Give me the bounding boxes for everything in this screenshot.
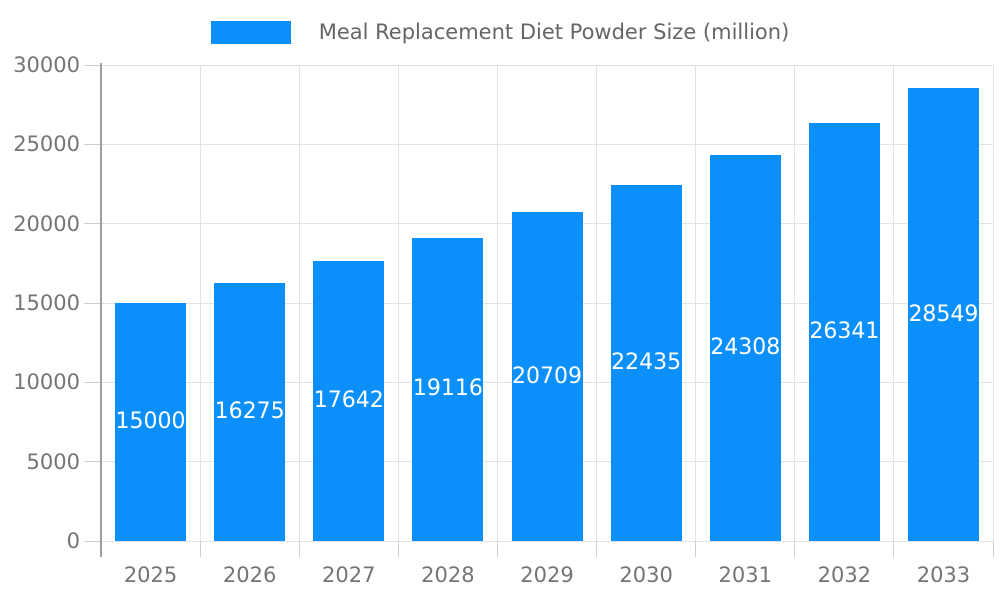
y-axis-tick-label: 30000 xyxy=(13,53,80,77)
x-axis-tick xyxy=(893,541,895,557)
x-axis-tick xyxy=(298,541,300,557)
y-axis-tick xyxy=(84,381,101,383)
bar-2031[interactable] xyxy=(709,155,781,541)
bar-value-label: 19116 xyxy=(412,376,483,402)
x-axis-tick xyxy=(397,541,399,557)
x-axis-tick-label: 2028 xyxy=(421,563,475,587)
x-axis-tick xyxy=(199,541,201,557)
legend-swatch xyxy=(210,20,291,44)
x-axis-tick xyxy=(596,541,598,557)
y-axis-tick-label: 15000 xyxy=(13,291,80,315)
bar-value-label: 22435 xyxy=(611,350,682,376)
gridline-horizontal xyxy=(101,64,993,66)
y-axis-tick-label: 25000 xyxy=(13,132,80,157)
y-axis-tick-label: 10000 xyxy=(13,370,80,395)
y-axis-tick xyxy=(84,302,101,304)
x-axis-tick xyxy=(992,541,994,557)
legend-label: Meal Replacement Diet Powder Size (milli… xyxy=(318,19,790,44)
y-axis-tick-label: 0 xyxy=(66,529,80,553)
gridline-vertical xyxy=(992,65,994,541)
y-axis-line xyxy=(100,63,102,557)
bar-value-label: 24308 xyxy=(710,335,781,361)
legend-item[interactable]: Meal Replacement Diet Powder Size (milli… xyxy=(0,17,1000,47)
bar-value-label: 26341 xyxy=(809,319,880,345)
bar-value-label: 16275 xyxy=(214,398,285,424)
x-axis-tick-label: 2025 xyxy=(123,563,178,587)
x-axis-tick-label: 2032 xyxy=(817,563,872,587)
gridline-vertical xyxy=(199,65,201,541)
bar-2030[interactable] xyxy=(610,185,682,541)
x-axis-tick-label: 2030 xyxy=(619,563,673,587)
gridline-vertical xyxy=(496,65,498,541)
bar-value-label: 17642 xyxy=(313,388,384,414)
bar-2025[interactable] xyxy=(115,303,187,541)
gridline-vertical xyxy=(596,65,598,541)
y-axis-tick xyxy=(84,143,101,145)
x-axis-tick-label: 2031 xyxy=(718,563,772,587)
y-axis-tick xyxy=(84,223,101,225)
y-axis-tick-label: 5000 xyxy=(26,449,80,474)
bar-value-label: 20709 xyxy=(512,363,582,389)
y-axis-tick xyxy=(84,64,101,66)
gridline-horizontal xyxy=(101,143,993,145)
x-axis-tick-label: 2027 xyxy=(322,563,376,587)
y-axis-tick-label: 20000 xyxy=(13,211,80,236)
gridline-vertical xyxy=(695,65,697,541)
y-axis-tick xyxy=(84,540,101,542)
bar-value-label: 15000 xyxy=(115,409,186,434)
x-axis-tick-label: 2033 xyxy=(916,563,971,587)
x-axis-tick xyxy=(794,541,796,557)
gridline-vertical xyxy=(298,65,300,541)
bar-2032[interactable] xyxy=(808,123,880,541)
bar-2026[interactable] xyxy=(214,282,286,541)
gridline-horizontal xyxy=(101,540,993,542)
gridline-vertical xyxy=(893,65,895,541)
bar-2033[interactable] xyxy=(907,88,979,541)
gridline-vertical xyxy=(397,65,399,541)
gridline-vertical xyxy=(794,65,796,541)
bar-2027[interactable] xyxy=(313,261,385,541)
x-axis-tick-label: 2026 xyxy=(222,563,277,587)
x-axis-tick-label: 2029 xyxy=(520,563,574,587)
bar-2028[interactable] xyxy=(412,237,484,541)
bar-value-label: 28549 xyxy=(908,301,979,327)
bar-2029[interactable] xyxy=(511,212,583,541)
x-axis-tick xyxy=(496,541,498,557)
y-axis-tick xyxy=(84,461,101,463)
x-axis-tick xyxy=(695,541,697,557)
